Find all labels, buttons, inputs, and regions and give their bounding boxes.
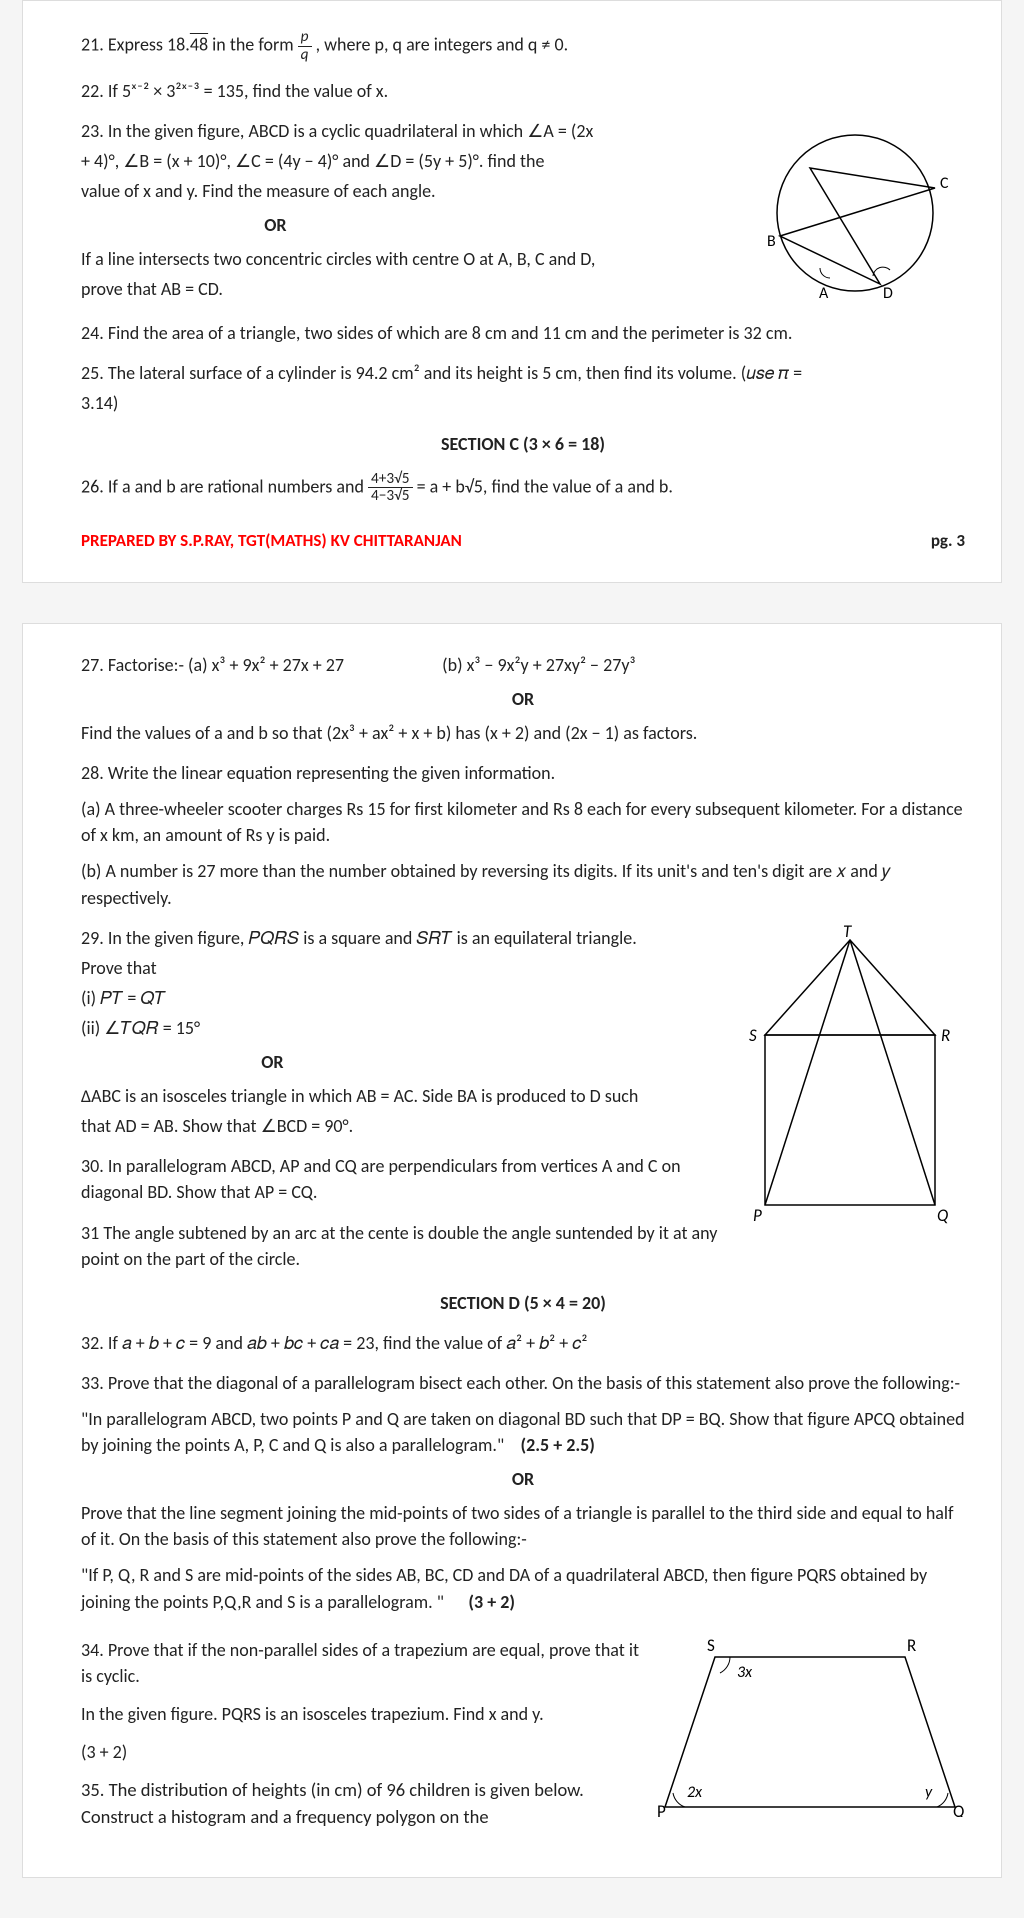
q23-or: OR (81, 212, 470, 238)
q27-a: 27. Factorise:- (a) x³ + 9x² + 27x + 27 (81, 654, 344, 676)
q31-text: 31 The angle subtened by an arc at the c… (81, 1220, 719, 1272)
q32: 32. If 𝑎 + 𝑏 + 𝑐 = 9 and 𝑎𝑏 + 𝑏𝑐 + 𝑐𝑎 = … (81, 1330, 965, 1356)
q23-alt2: prove that AB = CD. (81, 276, 729, 302)
q33-l2b: (2.5 + 2.5) (520, 1434, 594, 1456)
q26-b: = a + b√5, find the value of a and b. (413, 475, 673, 497)
q23-alt1: If a line intersects two concentric circ… (81, 246, 729, 272)
q23-l2: + 4)°, ∠B = (x + 10)°, ∠C = (4y − 4)° an… (81, 148, 729, 174)
q29-text-block: 29. In the given figure, 𝑃𝑄𝑅𝑆 is a squar… (81, 925, 719, 1276)
q21-text-b: in the form (208, 34, 298, 56)
q33-alt1: Prove that the line segment joining the … (81, 1500, 965, 1552)
q27-alt: Find the values of a and b so that (2x³ … (81, 720, 965, 746)
q24: 24. Find the area of a triangle, two sid… (81, 320, 965, 346)
q29-l4: (ii) ∠𝑇𝑄𝑅 = 15° (81, 1015, 719, 1041)
q29-label-T: T (843, 925, 852, 942)
q23-l3: value of x and y. Find the measure of ea… (81, 178, 729, 204)
q27: 27. Factorise:- (a) x³ + 9x² + 27x + 27 … (81, 652, 965, 746)
q26-a: 26. If a and b are rational numbers and (81, 475, 368, 497)
q21: 21. Express 18.48 in the form p q , wher… (81, 29, 965, 64)
q29-l1: 29. In the given figure, 𝑃𝑄𝑅𝑆 is a squar… (81, 925, 719, 951)
q29-l3: (i) 𝑃𝑇 = 𝑄𝑇 (81, 985, 719, 1011)
prepared-by: PREPARED BY S.P.RAY, TGT(MATHS) KV CHITT… (81, 529, 462, 554)
q29: 29. In the given figure, 𝑃𝑄𝑅𝑆 is a squar… (81, 925, 965, 1276)
q25-l2: 3.14) (81, 390, 965, 416)
q21-frac: p q (298, 29, 312, 64)
q34-figure-icon: S R P Q 3x 2x y (655, 1637, 965, 1817)
q34-label-S: S (707, 1637, 715, 1656)
q29-label-P: P (753, 1205, 762, 1225)
q24-text: 24. Find the area of a triangle, two sid… (81, 320, 965, 346)
q34-label-3x: 3x (737, 1663, 753, 1682)
q34-label-2x: 2x (687, 1783, 703, 1802)
q34-l2: In the given figure. PQRS is an isoscele… (81, 1701, 639, 1727)
q21-den: q (298, 47, 312, 64)
q34-label-P: P (657, 1801, 666, 1817)
q27-b: (b) x³ − 9x²y + 27xy² − 27y³ (442, 654, 635, 676)
q28: 28. Write the linear equation representi… (81, 760, 965, 910)
page3-footer: PREPARED BY S.P.RAY, TGT(MATHS) KV CHITT… (81, 529, 965, 554)
page-4: 27. Factorise:- (a) x³ + 9x² + 27x + 27 … (22, 623, 1002, 1878)
section-d-title: SECTION D (5 × 4 = 20) (81, 1290, 965, 1316)
q23: 23. In the given figure, ABCD is a cycli… (81, 118, 965, 307)
page-3: 21. Express 18.48 in the form p q , wher… (22, 0, 1002, 583)
q29-alt2: that AD = AB. Show that ∠BCD = 90°. (81, 1113, 719, 1139)
q23-label-D: D (883, 284, 893, 298)
q21-bar: 48 (190, 34, 208, 56)
q21-text-c: , where p, q are integers and q ≠ 0. (312, 34, 569, 56)
q23-figure-icon: B C A A D (745, 118, 965, 298)
q28-b: (b) A number is 27 more than the number … (81, 858, 965, 910)
q26-den: 4−3√5 (368, 488, 413, 505)
q34-l3: (3 + 2) (81, 1739, 639, 1765)
q29-alt1: ∆ABC is an isosceles triangle in which A… (81, 1083, 719, 1109)
q29-label-Q: Q (937, 1205, 948, 1225)
q22: 22. If 5ˣ⁻² × 3²ˣ⁻³ = 135, find the valu… (81, 78, 965, 104)
q33-alt2b: (3 + 2) (468, 1591, 515, 1613)
q33-or: OR (81, 1466, 965, 1492)
q32-text: 32. If 𝑎 + 𝑏 + 𝑐 = 9 and 𝑎𝑏 + 𝑏𝑐 + 𝑐𝑎 = … (81, 1330, 965, 1356)
q23-label-C: C (940, 174, 949, 193)
q21-text-a: 21. Express 18. (81, 34, 190, 56)
q34-text-block: 34. Prove that if the non-parallel sides… (81, 1637, 639, 1835)
q29-l2: Prove that (81, 955, 719, 981)
q34-l1: 34. Prove that if the non-parallel sides… (81, 1637, 639, 1689)
q23-l1: 23. In the given figure, ABCD is a cycli… (81, 118, 729, 144)
q30-text: 30. In parallelogram ABCD, AP and CQ are… (81, 1153, 719, 1205)
page-number: pg. 3 (931, 529, 965, 554)
q26-frac: 4+3√5 4−3√5 (368, 471, 413, 506)
q29-label-S: S (749, 1025, 757, 1046)
q28-a: (a) A three-wheeler scooter charges Rs 1… (81, 796, 965, 848)
q25-l1: 25. The lateral surface of a cylinder is… (81, 360, 965, 386)
q25: 25. The lateral surface of a cylinder is… (81, 360, 965, 416)
q23-text-block: 23. In the given figure, ABCD is a cycli… (81, 118, 729, 307)
q22-text: 22. If 5ˣ⁻² × 3²ˣ⁻³ = 135, find the valu… (81, 78, 965, 104)
q23-label-B: B (767, 232, 776, 251)
q34: 34. Prove that if the non-parallel sides… (81, 1637, 965, 1835)
q34-label-Q: Q (953, 1801, 965, 1817)
q29-figure-icon: T S R P Q (735, 925, 965, 1225)
q34-label-y: y (925, 1783, 933, 1802)
q29-or: OR (81, 1049, 464, 1075)
q35-text: 35. The distribution of heights (in cm) … (81, 1777, 639, 1831)
q33: 33. Prove that the diagonal of a paralle… (81, 1370, 965, 1615)
q28-h: 28. Write the linear equation representi… (81, 760, 965, 786)
q26: 26. If a and b are rational numbers and … (81, 471, 965, 506)
q27-or: OR (81, 686, 965, 712)
q23-label-A2: A (819, 284, 829, 298)
q33-l1: 33. Prove that the diagonal of a paralle… (81, 1370, 965, 1396)
section-c-title: SECTION C (3 × 6 = 18) (81, 431, 965, 457)
q29-label-R: R (941, 1025, 950, 1046)
q34-label-R: R (907, 1637, 916, 1656)
